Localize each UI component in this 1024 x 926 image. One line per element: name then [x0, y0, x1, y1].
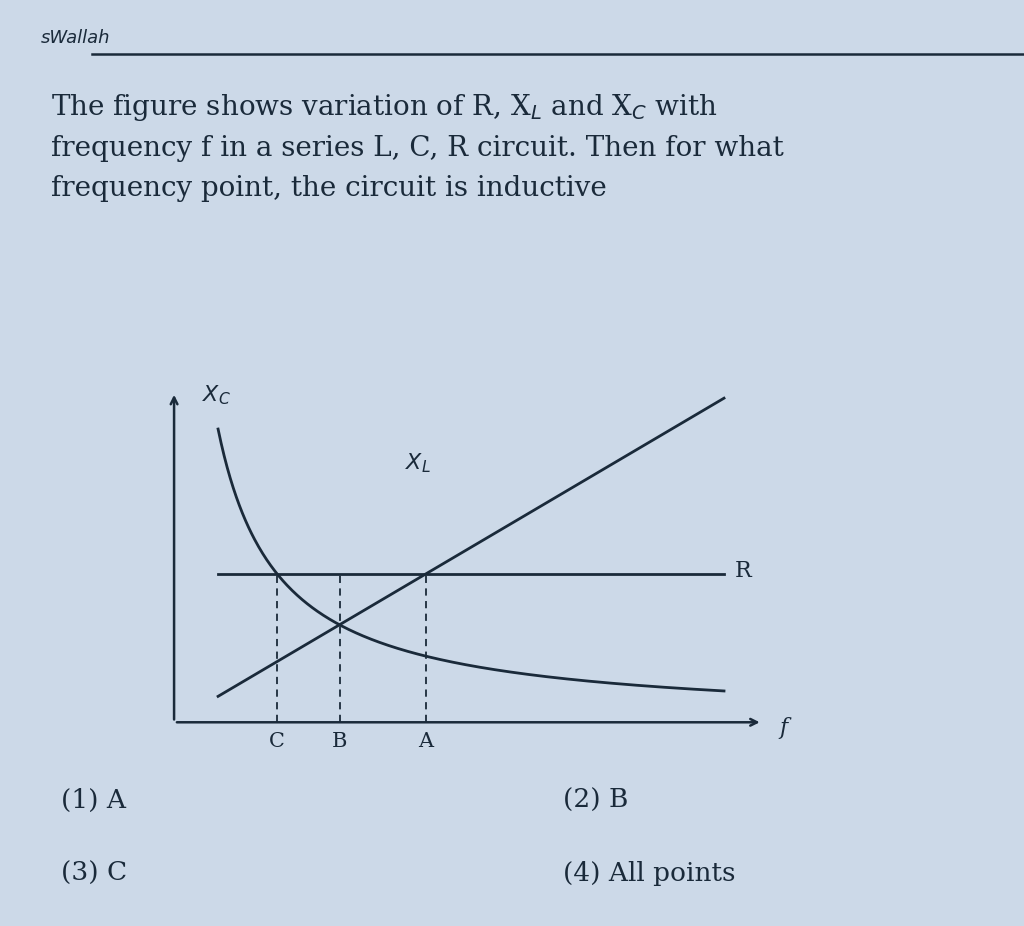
Text: $X_C$: $X_C$: [202, 384, 230, 407]
Text: B: B: [332, 732, 347, 751]
Text: f: f: [779, 718, 787, 740]
Text: (1) A: (1) A: [61, 787, 126, 812]
Text: (2) B: (2) B: [563, 787, 629, 812]
Text: (4) All points: (4) All points: [563, 861, 735, 886]
Text: C: C: [269, 732, 285, 751]
Text: A: A: [419, 732, 433, 751]
Text: The figure shows variation of R, X$_L$ and X$_C$ with
frequency f in a series L,: The figure shows variation of R, X$_L$ a…: [51, 92, 784, 202]
Text: R: R: [735, 560, 752, 582]
Text: sWallah: sWallah: [41, 29, 111, 47]
Text: $X_L$: $X_L$: [406, 452, 431, 475]
Text: (3) C: (3) C: [61, 861, 128, 886]
